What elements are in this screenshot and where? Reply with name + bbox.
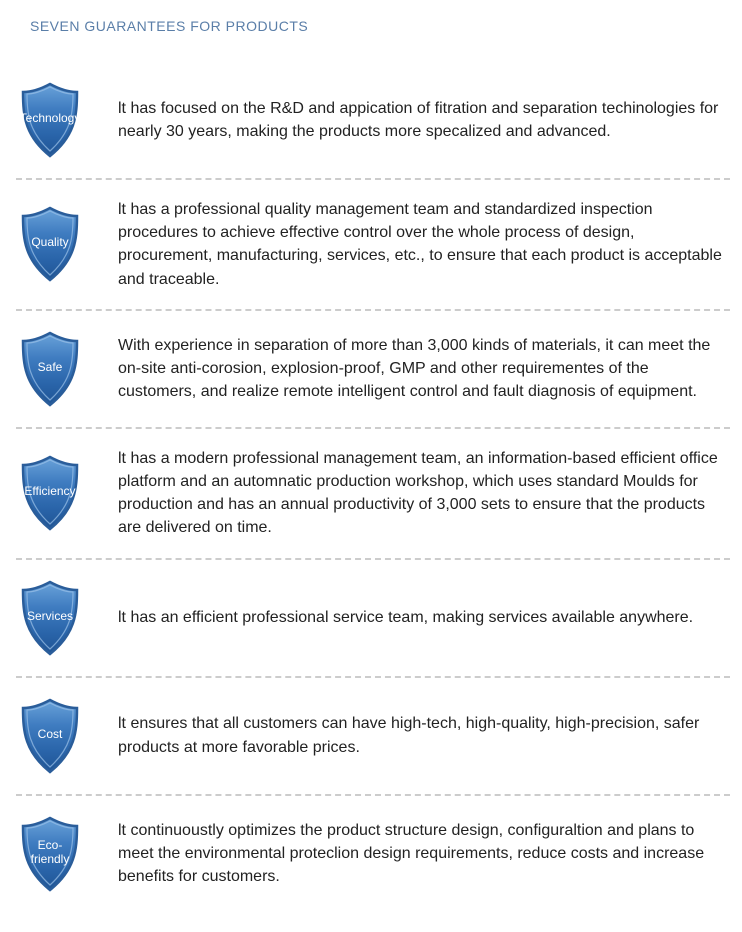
shield-label: Safe bbox=[34, 360, 67, 374]
guarantee-row: Technology lt has focused on the R&D and … bbox=[10, 62, 732, 178]
shield-label: Efficiency bbox=[20, 484, 79, 498]
guarantee-description: lt continuoustly optimizes the product s… bbox=[118, 819, 732, 889]
shield-label: Cost bbox=[34, 727, 67, 741]
shield-badge: Quality bbox=[10, 204, 90, 284]
shield-label: Eco-friendly bbox=[15, 838, 85, 866]
guarantee-row: Services lt has an efficient professional… bbox=[10, 560, 732, 676]
guarantee-row: Cost lt ensures that all customers can ha… bbox=[10, 678, 732, 794]
guarantee-description: lt has a modern professional management … bbox=[118, 447, 732, 540]
guarantee-description: lt has focused on the R&D and appication… bbox=[118, 97, 732, 143]
page-title: SEVEN GUARANTEES FOR PRODUCTS bbox=[30, 18, 732, 34]
guarantees-list: Technology lt has focused on the R&D and … bbox=[10, 62, 732, 912]
guarantee-description: lt has an efficient professional service… bbox=[118, 606, 732, 629]
shield-badge: Efficiency bbox=[10, 453, 90, 533]
guarantee-row: Quality lt has a professional quality man… bbox=[10, 180, 732, 309]
shield-badge: Eco-friendly bbox=[10, 814, 90, 894]
shield-badge: Cost bbox=[10, 696, 90, 776]
guarantee-description: lt ensures that all customers can have h… bbox=[118, 712, 732, 758]
shield-label: Services bbox=[23, 609, 77, 623]
shield-badge: Safe bbox=[10, 329, 90, 409]
guarantee-row: Efficiency lt has a modern professional m… bbox=[10, 429, 732, 558]
shield-badge: Services bbox=[10, 578, 90, 658]
guarantee-description: With experience in separation of more th… bbox=[118, 334, 732, 404]
guarantee-row: Eco-friendly lt continuoustly optimizes t… bbox=[10, 796, 732, 912]
shield-label: Technology bbox=[16, 111, 85, 125]
guarantee-row: Safe With experience in separation of mor… bbox=[10, 311, 732, 427]
guarantee-description: lt has a professional quality management… bbox=[118, 198, 732, 291]
shield-label: Quality bbox=[27, 235, 72, 249]
shield-badge: Technology bbox=[10, 80, 90, 160]
